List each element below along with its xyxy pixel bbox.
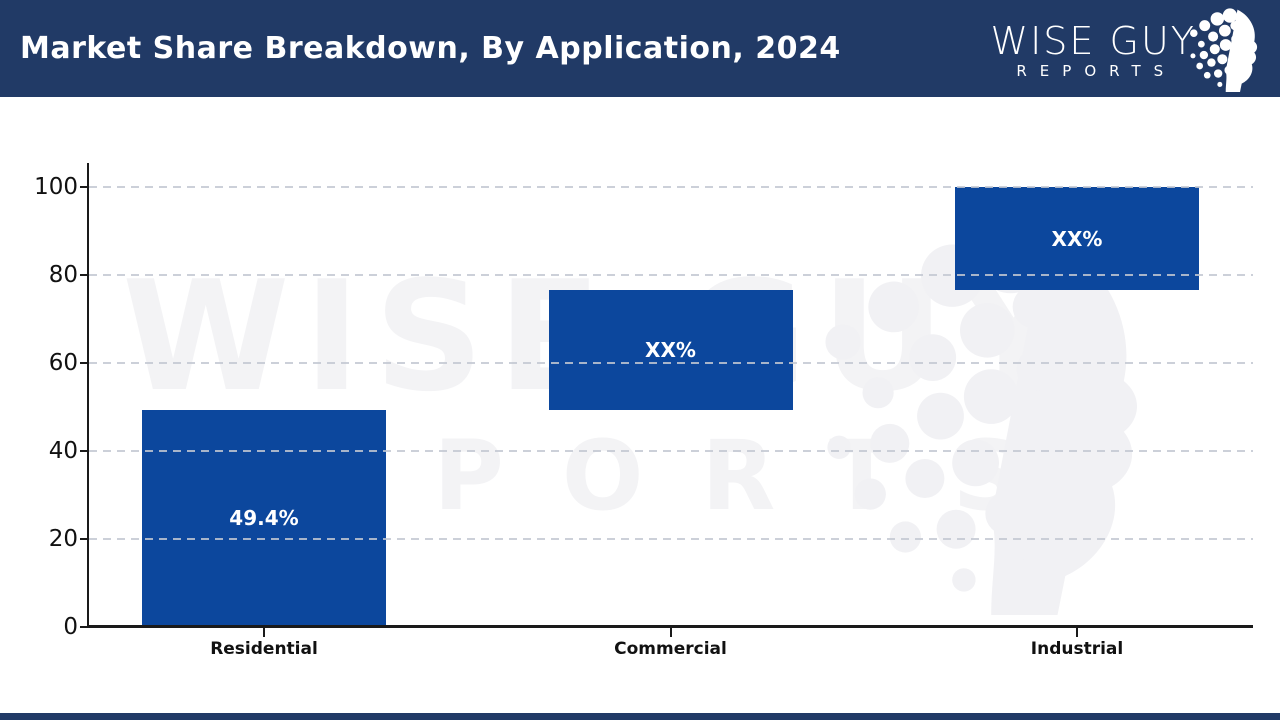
bar-value-label: XX% — [1051, 226, 1103, 251]
gridline-40 — [89, 450, 1253, 452]
bar-value-label: XX% — [645, 338, 696, 363]
x-axis-label-industrial: Industrial — [1030, 639, 1124, 659]
y-tick-label: 100 — [34, 174, 78, 200]
bar-value-label: 49.4% — [229, 506, 299, 531]
y-tick-mark — [80, 538, 87, 540]
y-tick-mark — [80, 186, 87, 188]
y-tick-mark — [80, 274, 87, 276]
gridline-100 — [89, 186, 1253, 188]
x-axis-label-commercial: Commercial — [614, 639, 727, 659]
y-tick-mark — [80, 450, 87, 452]
y-tick-mark — [80, 626, 87, 628]
y-axis-line — [87, 163, 89, 628]
logo-wordmark: WISE GUY — [990, 18, 1196, 63]
bar-residential — [142, 409, 386, 627]
gridline-80 — [89, 274, 1253, 276]
y-tick-mark — [80, 362, 87, 364]
y-tick-label: 20 — [48, 526, 78, 552]
x-tick-mark — [263, 628, 265, 637]
y-tick-label: 0 — [63, 614, 78, 640]
y-tick-label: 60 — [48, 350, 78, 376]
logo-subtitle: REPORTS — [1016, 61, 1177, 80]
bar-industrial — [955, 187, 1199, 291]
x-axis-label-residential: Residential — [210, 639, 318, 659]
dotted-head-icon — [1190, 8, 1258, 92]
footer-bar — [0, 713, 1280, 720]
x-tick-mark — [669, 628, 672, 637]
logo-text: WISE GUY REPORTS — [991, 21, 1196, 80]
header-bar: Market Share Breakdown, By Application, … — [0, 0, 1280, 97]
x-tick-mark — [1076, 628, 1078, 637]
wise-guy-reports-logo: WISE GUY REPORTS — [991, 8, 1262, 92]
bar-commercial — [548, 290, 793, 410]
y-tick-label: 40 — [48, 438, 78, 464]
gridline-20 — [89, 538, 1253, 540]
y-tick-label: 80 — [48, 262, 78, 288]
gridline-60 — [89, 362, 1253, 364]
x-axis-line — [87, 625, 1253, 628]
page-title: Market Share Breakdown, By Application, … — [20, 31, 841, 66]
